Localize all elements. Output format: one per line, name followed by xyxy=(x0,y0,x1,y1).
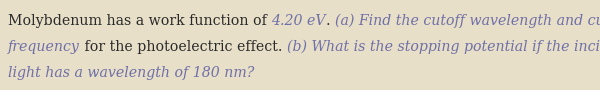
Text: (b) What is the stopping potential if the incident: (b) What is the stopping potential if th… xyxy=(287,40,600,54)
Text: Molybdenum has a work function of: Molybdenum has a work function of xyxy=(8,14,271,28)
Text: for the photoelectric effect.: for the photoelectric effect. xyxy=(80,40,287,54)
Text: (a) Find the cutoff wavelength and cutoff: (a) Find the cutoff wavelength and cutof… xyxy=(335,14,600,28)
Text: light has a wavelength of 180 nm?: light has a wavelength of 180 nm? xyxy=(8,66,254,80)
Text: .: . xyxy=(326,14,335,28)
Text: 4.20 eV: 4.20 eV xyxy=(271,14,326,28)
Text: frequency: frequency xyxy=(8,40,80,54)
